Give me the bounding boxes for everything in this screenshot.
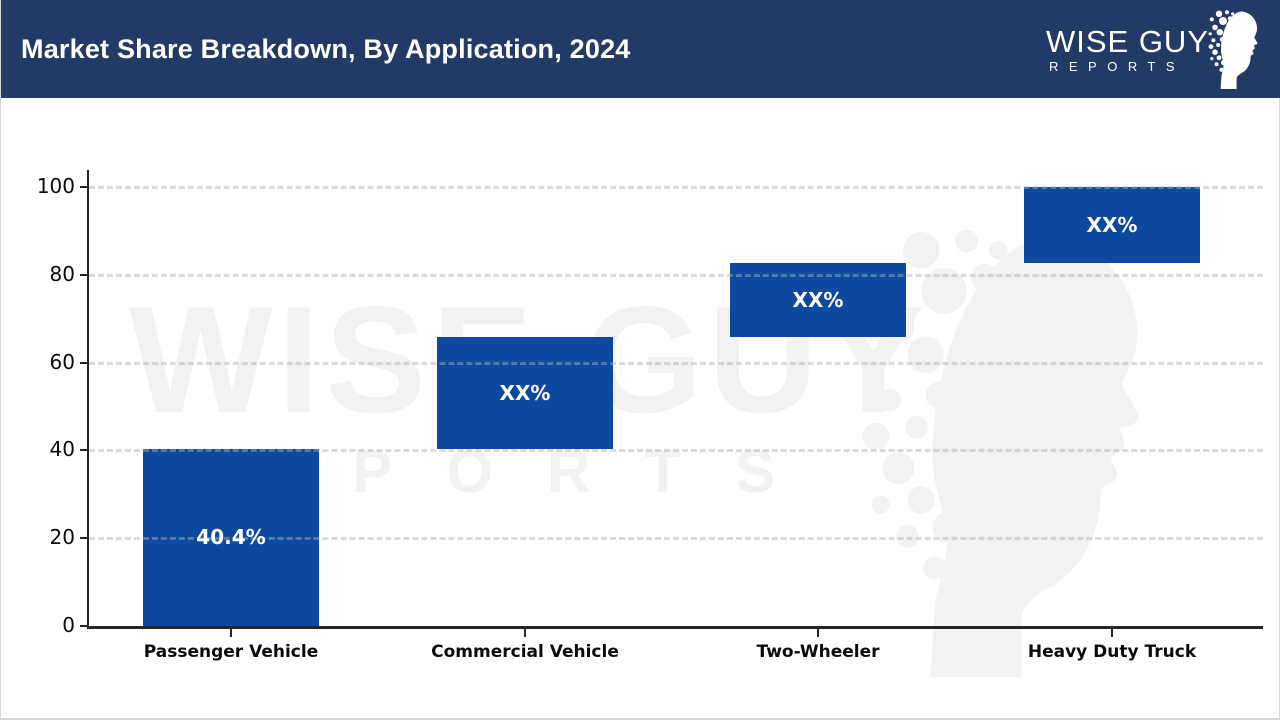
bar-value-label-passenger-vehicle: 40.4% bbox=[196, 525, 266, 550]
gridline-20 bbox=[89, 537, 1263, 541]
x-category-label-heavy-duty-truck: Heavy Duty Truck bbox=[1027, 642, 1197, 662]
logo-subtitle: REPORTS bbox=[1048, 58, 1186, 74]
y-tick-label-60: 60 bbox=[49, 349, 75, 374]
logo-wordmark: WISE GUY bbox=[1045, 23, 1209, 59]
gridline-80 bbox=[89, 273, 1263, 277]
bar-commercial-vehicle bbox=[437, 337, 613, 449]
y-tick-label-100: 100 bbox=[36, 173, 75, 198]
y-tick-40 bbox=[80, 449, 89, 452]
bar-value-label-commercial-vehicle: XX% bbox=[499, 380, 551, 405]
y-axis-line bbox=[87, 170, 89, 629]
gridline-100 bbox=[89, 185, 1263, 189]
y-tick-100 bbox=[80, 185, 89, 188]
gridline-60 bbox=[89, 361, 1263, 365]
x-tick-passenger-vehicle bbox=[230, 629, 232, 637]
y-tick-label-80: 80 bbox=[49, 261, 75, 286]
y-tick-0 bbox=[80, 625, 89, 627]
x-tick-heavy-duty-truck bbox=[1111, 629, 1113, 637]
page-title: Market Share Breakdown, By Application, … bbox=[21, 33, 631, 64]
logo-text: WISE GUY REPORTS bbox=[1046, 26, 1209, 73]
header-bar: Market Share Breakdown, By Application, … bbox=[1, 0, 1280, 98]
bar-heavy-duty-truck bbox=[1024, 186, 1200, 263]
x-category-label-two-wheeler: Two-Wheeler bbox=[756, 642, 880, 662]
x-tick-commercial-vehicle bbox=[524, 629, 526, 637]
gridline-40 bbox=[89, 449, 1263, 453]
bar-value-label-heavy-duty-truck: XX% bbox=[1086, 212, 1138, 237]
market-share-chart: WISE GUY REPORTS 0 20 40 60 80 100 40.4% Passen… bbox=[1, 98, 1280, 718]
y-tick-60 bbox=[80, 361, 89, 364]
y-tick-80 bbox=[80, 273, 89, 276]
x-tick-two-wheeler bbox=[817, 629, 819, 637]
y-tick-label-40: 40 bbox=[49, 437, 75, 462]
bar-two-wheeler bbox=[730, 262, 906, 338]
x-category-label-commercial-vehicle: Commercial Vehicle bbox=[431, 642, 619, 662]
bar-passenger-vehicle bbox=[143, 448, 319, 626]
y-tick-label-20: 20 bbox=[49, 525, 75, 550]
y-tick-20 bbox=[80, 537, 89, 540]
y-tick-label-0: 0 bbox=[62, 613, 75, 637]
plot-area: 0 20 40 60 80 100 40.4% Passenger Vehicle XX% Com… bbox=[1, 98, 1280, 718]
bar-value-label-two-wheeler: XX% bbox=[792, 287, 844, 312]
x-axis-line bbox=[89, 626, 1263, 629]
wise-guy-reports-logo: WISE GUY REPORTS bbox=[1046, 9, 1263, 89]
x-category-label-passenger-vehicle: Passenger Vehicle bbox=[143, 642, 319, 662]
dotted-head-icon bbox=[1207, 9, 1263, 89]
